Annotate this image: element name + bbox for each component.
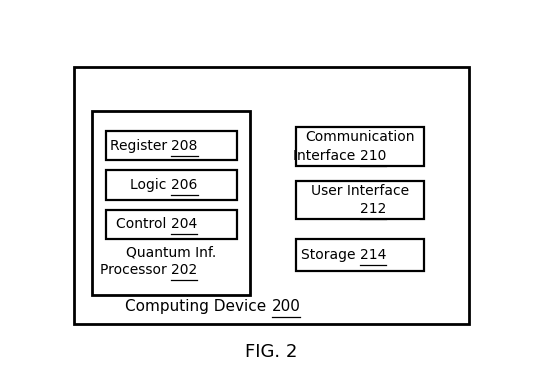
Bar xyxy=(295,180,424,219)
Text: 204: 204 xyxy=(171,217,198,231)
Bar xyxy=(295,127,424,166)
Text: 212: 212 xyxy=(359,202,386,216)
Text: 202: 202 xyxy=(171,263,198,277)
Bar xyxy=(106,210,237,239)
Text: 210: 210 xyxy=(359,149,386,163)
Text: 208: 208 xyxy=(171,139,198,153)
Text: Control: Control xyxy=(117,217,171,231)
Text: 206: 206 xyxy=(171,178,198,192)
Bar xyxy=(106,170,237,200)
Text: Logic: Logic xyxy=(130,178,171,192)
Text: User Interface: User Interface xyxy=(311,184,409,198)
Bar xyxy=(295,240,424,271)
Text: Computing Device: Computing Device xyxy=(125,299,272,314)
Text: 214: 214 xyxy=(359,248,386,262)
Bar xyxy=(92,111,250,295)
Text: FIG. 2: FIG. 2 xyxy=(245,343,298,361)
Bar xyxy=(74,67,469,324)
Text: Quantum Inf.: Quantum Inf. xyxy=(126,246,216,259)
Text: Interface: Interface xyxy=(293,149,359,163)
Text: Storage: Storage xyxy=(301,248,359,262)
Text: 200: 200 xyxy=(272,299,300,314)
Text: Register: Register xyxy=(110,139,171,153)
Text: Communication: Communication xyxy=(305,130,414,144)
Bar xyxy=(106,131,237,161)
Text: Processor: Processor xyxy=(100,263,171,277)
